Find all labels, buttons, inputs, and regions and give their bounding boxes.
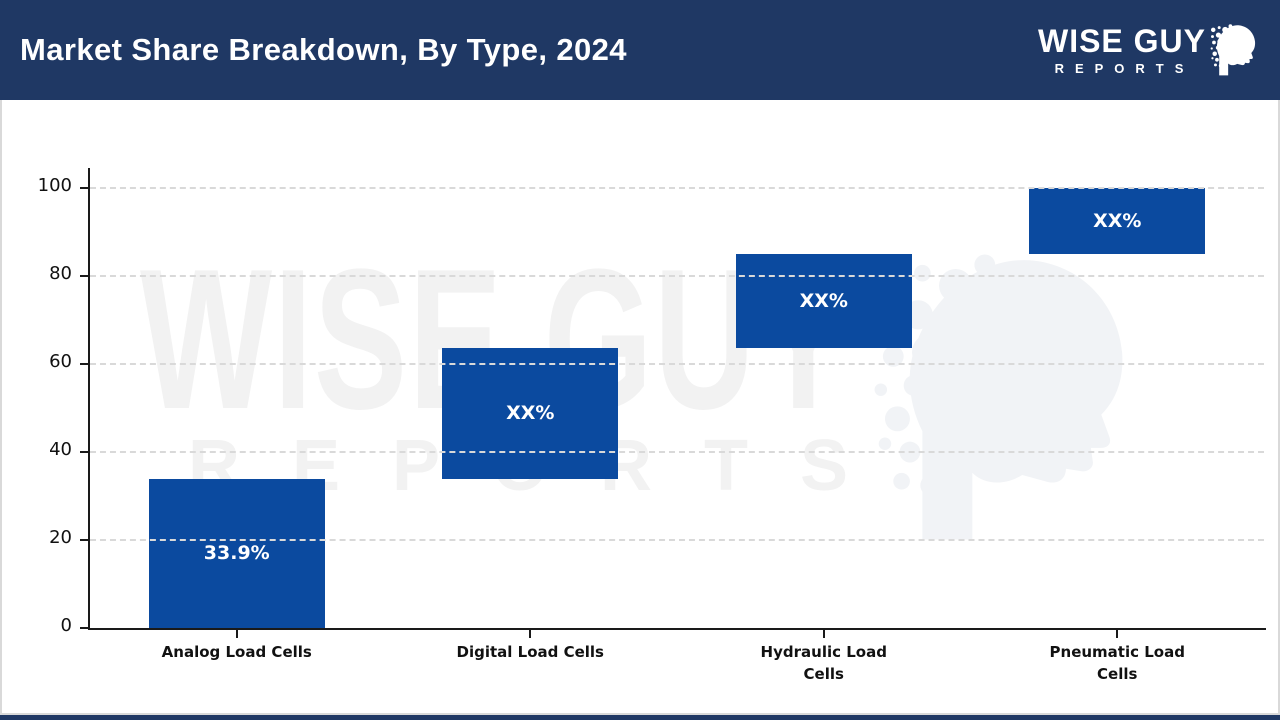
y-gridline	[90, 450, 1264, 453]
logo-text: WISE GUY REPORTS	[1038, 25, 1206, 76]
x-axis-category-label-line: Analog Load Cells	[161, 643, 312, 661]
x-axis-category-label: Hydraulic Load Cells	[724, 642, 924, 686]
y-axis-line	[88, 168, 90, 630]
bar-value-label: XX%	[1093, 209, 1142, 232]
y-axis-tick-mark	[80, 538, 88, 541]
y-gridline	[90, 274, 1264, 277]
y-axis-tick-mark	[80, 362, 88, 365]
header-bar: Market Share Breakdown, By Type, 2024 WI…	[0, 0, 1280, 100]
x-axis-category-label: Pneumatic Load Cells	[1017, 642, 1217, 686]
x-axis-category-label: Digital Load Cells	[430, 642, 630, 664]
y-axis-tick-label: 60	[49, 350, 72, 372]
bar-segment: XX%	[1029, 187, 1206, 255]
wiseguy-logo: WISE GUY REPORTS	[1038, 10, 1264, 90]
chart-title: Market Share Breakdown, By Type, 2024	[20, 32, 627, 67]
bar-value-label: XX%	[506, 402, 555, 425]
y-axis-tick-label: 0	[60, 615, 72, 636]
bar-segment: XX%	[735, 254, 912, 348]
x-axis-category-label-line: Hydraulic Load	[760, 643, 887, 661]
y-axis-tick-label: 20	[49, 526, 72, 548]
x-axis-category-label-line: Cells	[1097, 664, 1138, 683]
x-axis-category-label-line: Cells	[803, 664, 844, 683]
x-axis-tick-mark	[235, 630, 238, 638]
y-axis-tick-mark	[80, 450, 88, 453]
logo-brand-subtitle: REPORTS	[1054, 60, 1195, 76]
x-axis-tick-mark	[529, 630, 532, 638]
y-gridline	[90, 362, 1264, 365]
logo-brand-name: WISE GUY	[1037, 22, 1206, 59]
bar-segment: XX%	[442, 347, 619, 479]
x-axis-line	[88, 628, 1266, 630]
y-gridline	[90, 186, 1264, 189]
y-gridline	[90, 538, 1264, 541]
y-axis-tick-label: 100	[37, 174, 72, 196]
x-axis-category-label-line: Pneumatic Load	[1049, 643, 1185, 661]
wiseguy-head-icon	[1208, 10, 1264, 90]
y-axis-tick-mark	[80, 627, 88, 629]
footer-bar	[0, 715, 1280, 720]
y-axis-tick-label: 40	[49, 438, 72, 460]
x-axis-tick-mark	[1116, 630, 1119, 638]
x-axis-category-label: Analog Load Cells	[137, 642, 337, 664]
y-axis-tick-mark	[80, 186, 88, 189]
bar-value-label: 33.9%	[203, 542, 270, 565]
x-axis-tick-mark	[822, 630, 825, 638]
plot-region: 0 20 40 60 80 100 33.9% Analog Load Cells XX% Dig…	[38, 168, 1266, 683]
x-axis-category-label-line: Digital Load Cells	[456, 643, 604, 661]
bar-value-label: XX%	[799, 290, 848, 313]
bar-segment: 33.9%	[148, 478, 325, 628]
y-axis-tick-label: 80	[49, 262, 72, 284]
chart-area: WISE GUY REPORTS 02040608010033.9%Analog…	[0, 100, 1280, 715]
y-axis-tick-mark	[80, 274, 88, 277]
